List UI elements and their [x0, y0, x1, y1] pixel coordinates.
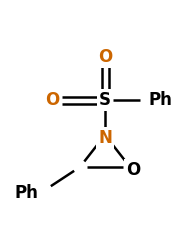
Text: O: O: [126, 161, 140, 179]
Text: O: O: [98, 48, 112, 66]
Text: S: S: [99, 91, 111, 109]
Text: O: O: [45, 91, 59, 109]
Text: Ph: Ph: [14, 184, 38, 202]
Text: N: N: [98, 129, 112, 147]
Text: Ph: Ph: [148, 91, 172, 109]
